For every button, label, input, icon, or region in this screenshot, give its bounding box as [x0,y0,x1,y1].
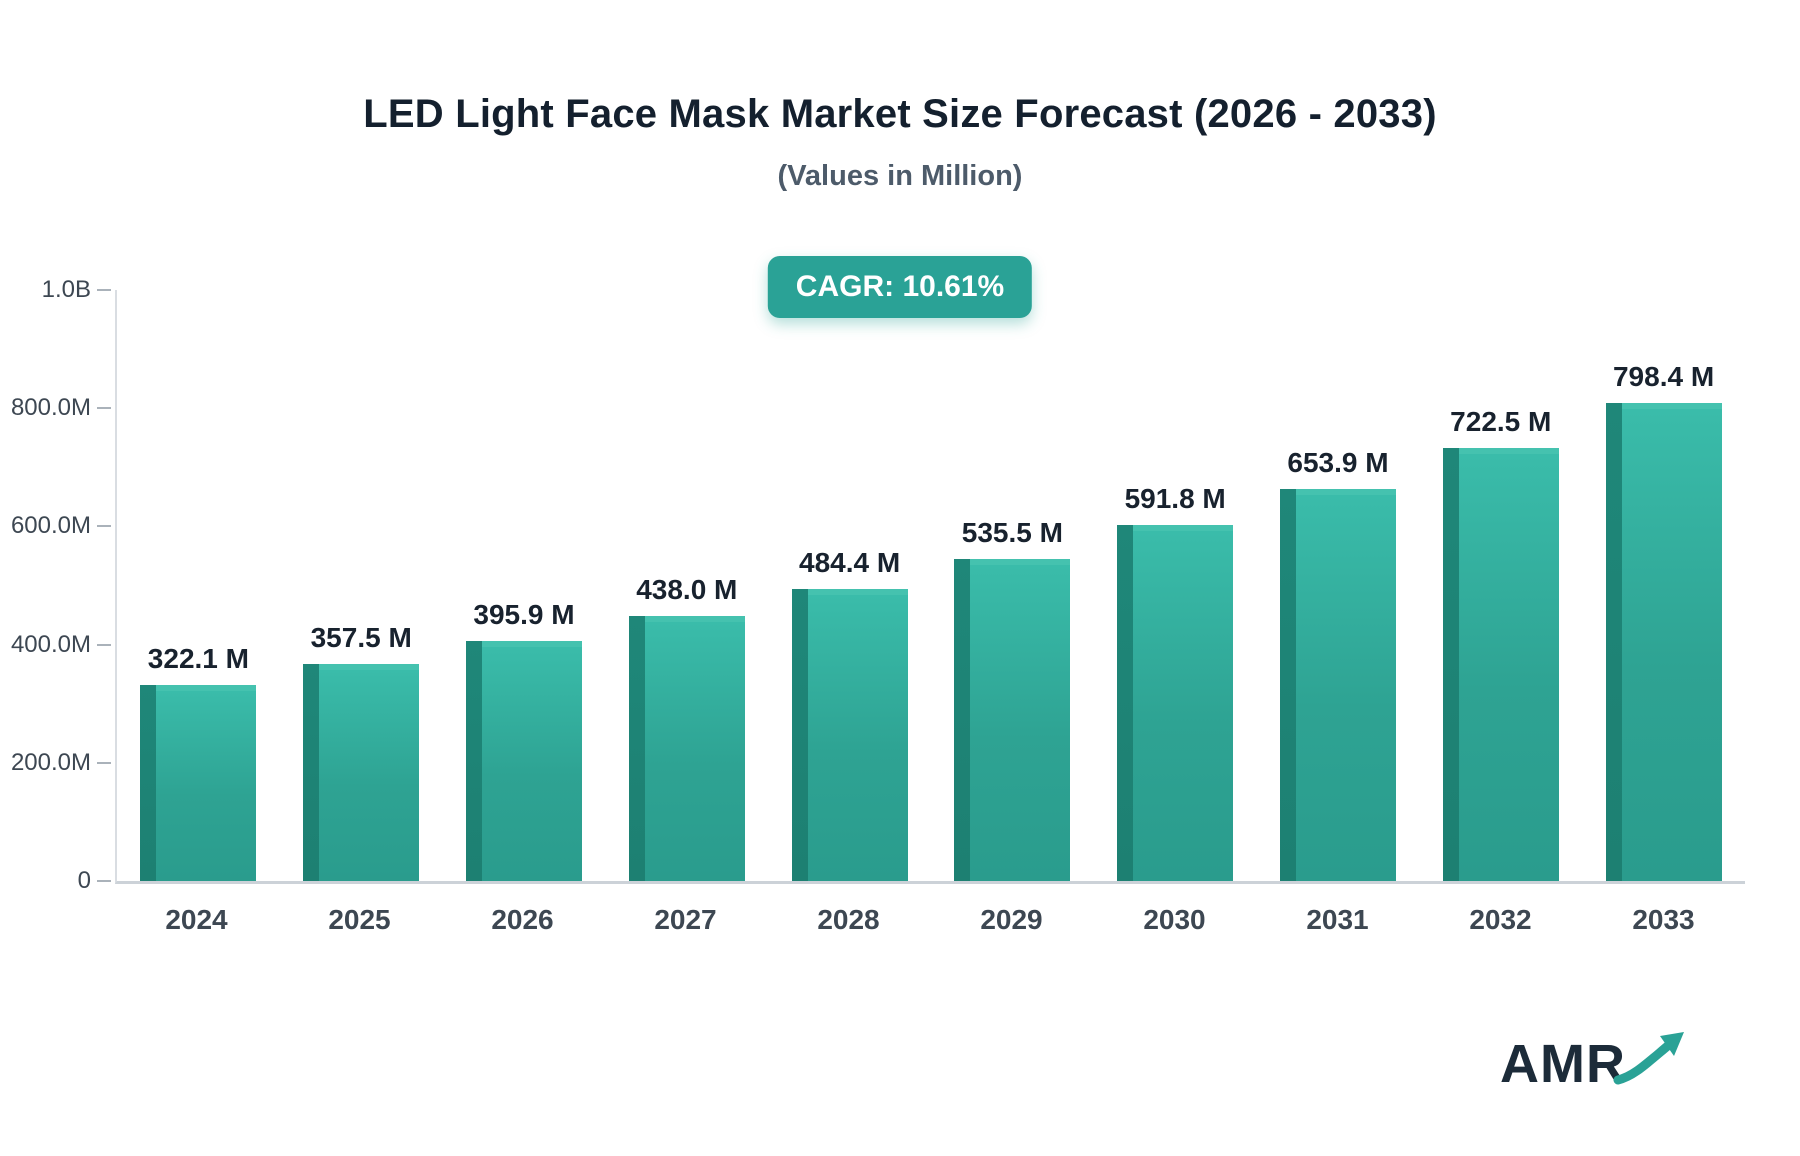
bar-top-face [1458,448,1559,455]
cagr-badge: CAGR: 10.61% [767,256,1033,318]
x-tick-label: 2029 [980,904,1043,935]
bar-slot: 357.5 M [280,290,443,881]
bar-2029 [954,558,1071,881]
y-tick-label: 200.0M [10,748,91,776]
bar-top-face [1295,488,1396,495]
x-tick-label: 2031 [1306,904,1369,935]
x-tick-label: 2027 [654,904,717,935]
x-tick-label: 2024 [165,904,228,935]
x-axis: 2024 2025 2026 2027 2028 2029 2030 2031 2032 2033 [115,904,1745,936]
x-tick-label: 2033 [1632,904,1695,935]
bar-top-face [644,616,745,623]
bar-2030 [1117,525,1234,881]
bar-top-face [319,663,420,670]
bar-slot: 591.8 M [1094,290,1257,881]
bar-side-face [1442,448,1459,881]
x-tick-label: 2032 [1469,904,1532,935]
bar-2031 [1279,488,1396,881]
bar-slot: 322.1 M [117,290,280,881]
x-tick-label: 2028 [817,904,880,935]
bar-value-label: 438.0 M [636,574,738,606]
bar-value-label: 322.1 M [147,642,249,674]
bar-value-label: 653.9 M [1287,446,1389,478]
bar-2024 [140,684,257,881]
y-tick-label: 400.0M [10,630,91,658]
bar-2028 [791,588,908,881]
bar-top-face [1621,403,1722,410]
bar-side-face [791,588,808,881]
x-tick-label: 2026 [491,904,554,935]
bar-top-face [481,641,582,648]
growth-arrow-icon [1613,1032,1684,1085]
y-tick-label: 600.0M [10,512,91,540]
bar-side-face [628,616,645,881]
y-tick-mark [97,880,111,882]
bars-row: 322.1 M 357.5 M 395.9 M 438.0 M 484.4 M 535.5… [117,290,1745,881]
bar-2026 [465,641,582,881]
bar-slot: 535.5 M [931,290,1094,881]
bar-side-face [140,684,157,881]
bar-side-face [1605,403,1622,881]
bar-slot: 653.9 M [1257,290,1420,881]
bar-side-face [1117,525,1134,881]
x-tick-label: 2030 [1143,904,1206,935]
bar-value-label: 722.5 M [1450,406,1552,438]
bar-top-face [1133,525,1234,532]
bar-value-label: 798.4 M [1612,361,1715,393]
y-tick-mark [97,761,111,764]
bar-value-label: 357.5 M [310,621,412,653]
y-axis: 1.0B 800.0M 600.0M 400.0M 200.0M 0 [11,277,1745,894]
y-tick-mark [97,407,111,410]
bar-2025 [303,663,420,881]
bar-slot: 395.9 M [443,290,606,881]
bar-2032 [1442,448,1559,881]
y-tick-label: 0 [77,867,91,894]
y-tick-label: 1.0B [41,276,91,303]
logo: AMR [1500,1032,1688,1096]
plot-area: 1.0B 800.0M 600.0M 400.0M 200.0M 0 322.1 M 357… [11,277,1745,894]
bar-value-label: 395.9 M [473,599,575,631]
bar-top-face [156,684,257,691]
bar-value-label: 484.4 M [798,546,901,578]
bar-slot: 798.4 M [1582,290,1745,881]
bar-slot: 484.4 M [768,290,931,881]
logo-text: AMR [1500,1034,1626,1094]
y-tick-mark [97,525,111,528]
bar-slot: 722.5 M [1419,290,1582,881]
y-tick-mark [97,643,111,646]
chart-title: LED Light Face Mask Market Size Forecast… [363,92,1437,136]
bar-value-label: 535.5 M [961,516,1063,548]
bar-slot: 438.0 M [605,290,768,881]
bar-side-face [303,663,320,881]
bar-value-label: 591.8 M [1124,483,1226,515]
chart-subtitle: (Values in Million) [777,160,1023,192]
bar-top-face [807,588,908,595]
x-tick-label: 2025 [328,904,391,935]
y-tick-mark [97,289,111,291]
bar-side-face [465,641,482,881]
bar-side-face [954,558,971,881]
y-tick-label: 800.0M [10,394,91,422]
bar-top-face [970,558,1071,565]
bar-2027 [628,616,745,881]
bar-2033 [1605,403,1722,881]
bar-side-face [1279,488,1296,881]
